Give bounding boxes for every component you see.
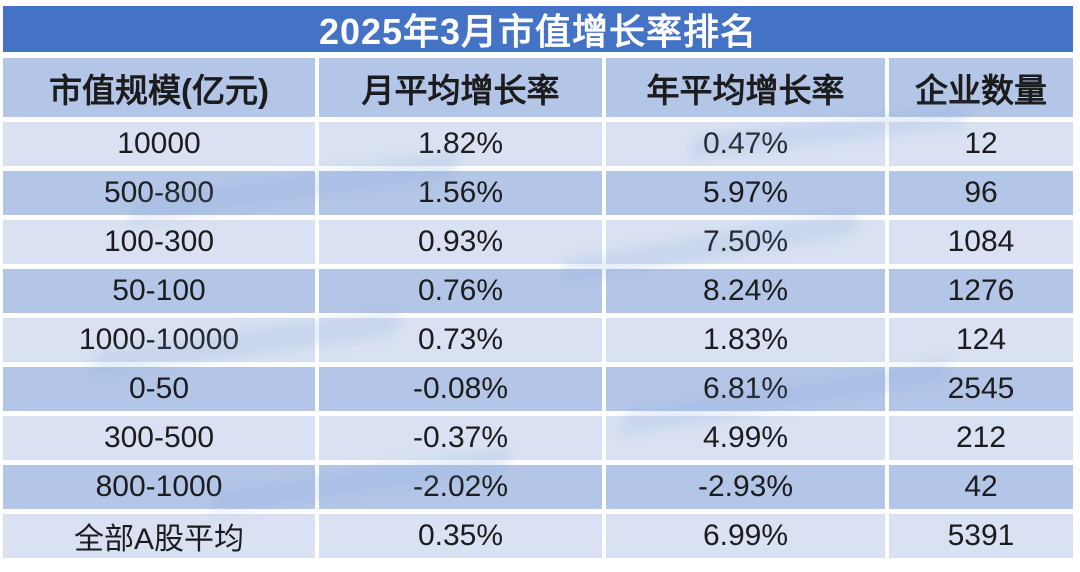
table-cell: 12 [889, 122, 1073, 166]
table-cell: 0.35% [319, 514, 602, 558]
table-cell: 1276 [889, 269, 1073, 313]
table-cell: 1.83% [606, 318, 885, 362]
table-cell: 100-300 [3, 220, 315, 264]
table-cell: 500-800 [3, 171, 315, 215]
table-cell: 2545 [889, 367, 1073, 411]
table-cell: 0.93% [319, 220, 602, 264]
table-cell: 全部A股平均 [3, 514, 315, 558]
column-header: 月平均增长率 [319, 58, 602, 117]
table-cell: -2.93% [606, 465, 885, 509]
table-cell: 6.81% [606, 367, 885, 411]
table-cell: 42 [889, 465, 1073, 509]
table-cell: 1084 [889, 220, 1073, 264]
table-cell: 5391 [889, 514, 1073, 558]
table-cell: -2.02% [319, 465, 602, 509]
table-cell: 1.82% [319, 122, 602, 166]
table-cell: -0.08% [319, 367, 602, 411]
table-cell: 0.76% [319, 269, 602, 313]
growth-rate-table: 市值规模(亿元) 月平均增长率 年平均增长率 企业数量 10000 1.82% 0.47% 1… [3, 58, 1073, 558]
table-cell: 124 [889, 318, 1073, 362]
table-cell: 6.99% [606, 514, 885, 558]
table-cell: -0.37% [319, 416, 602, 460]
column-header: 年平均增长率 [606, 58, 885, 117]
table-cell: 4.99% [606, 416, 885, 460]
table-cell: 212 [889, 416, 1073, 460]
table-cell: 0.47% [606, 122, 885, 166]
table-cell: 0.73% [319, 318, 602, 362]
table-cell: 10000 [3, 122, 315, 166]
table-cell: 300-500 [3, 416, 315, 460]
table-cell: 5.97% [606, 171, 885, 215]
table-cell: 96 [889, 171, 1073, 215]
column-header: 企业数量 [889, 58, 1073, 117]
table-cell: 7.50% [606, 220, 885, 264]
table-cell: 800-1000 [3, 465, 315, 509]
table-cell: 0-50 [3, 367, 315, 411]
table-cell: 1.56% [319, 171, 602, 215]
table-cell: 50-100 [3, 269, 315, 313]
column-header: 市值规模(亿元) [3, 58, 315, 117]
table-container: 2025年3月市值增长率排名 市值规模(亿元) 月平均增长率 年平均增长率 企业数量 1… [3, 6, 1073, 558]
table-title: 2025年3月市值增长率排名 [3, 6, 1073, 52]
table-cell: 1000-10000 [3, 318, 315, 362]
table-cell: 8.24% [606, 269, 885, 313]
